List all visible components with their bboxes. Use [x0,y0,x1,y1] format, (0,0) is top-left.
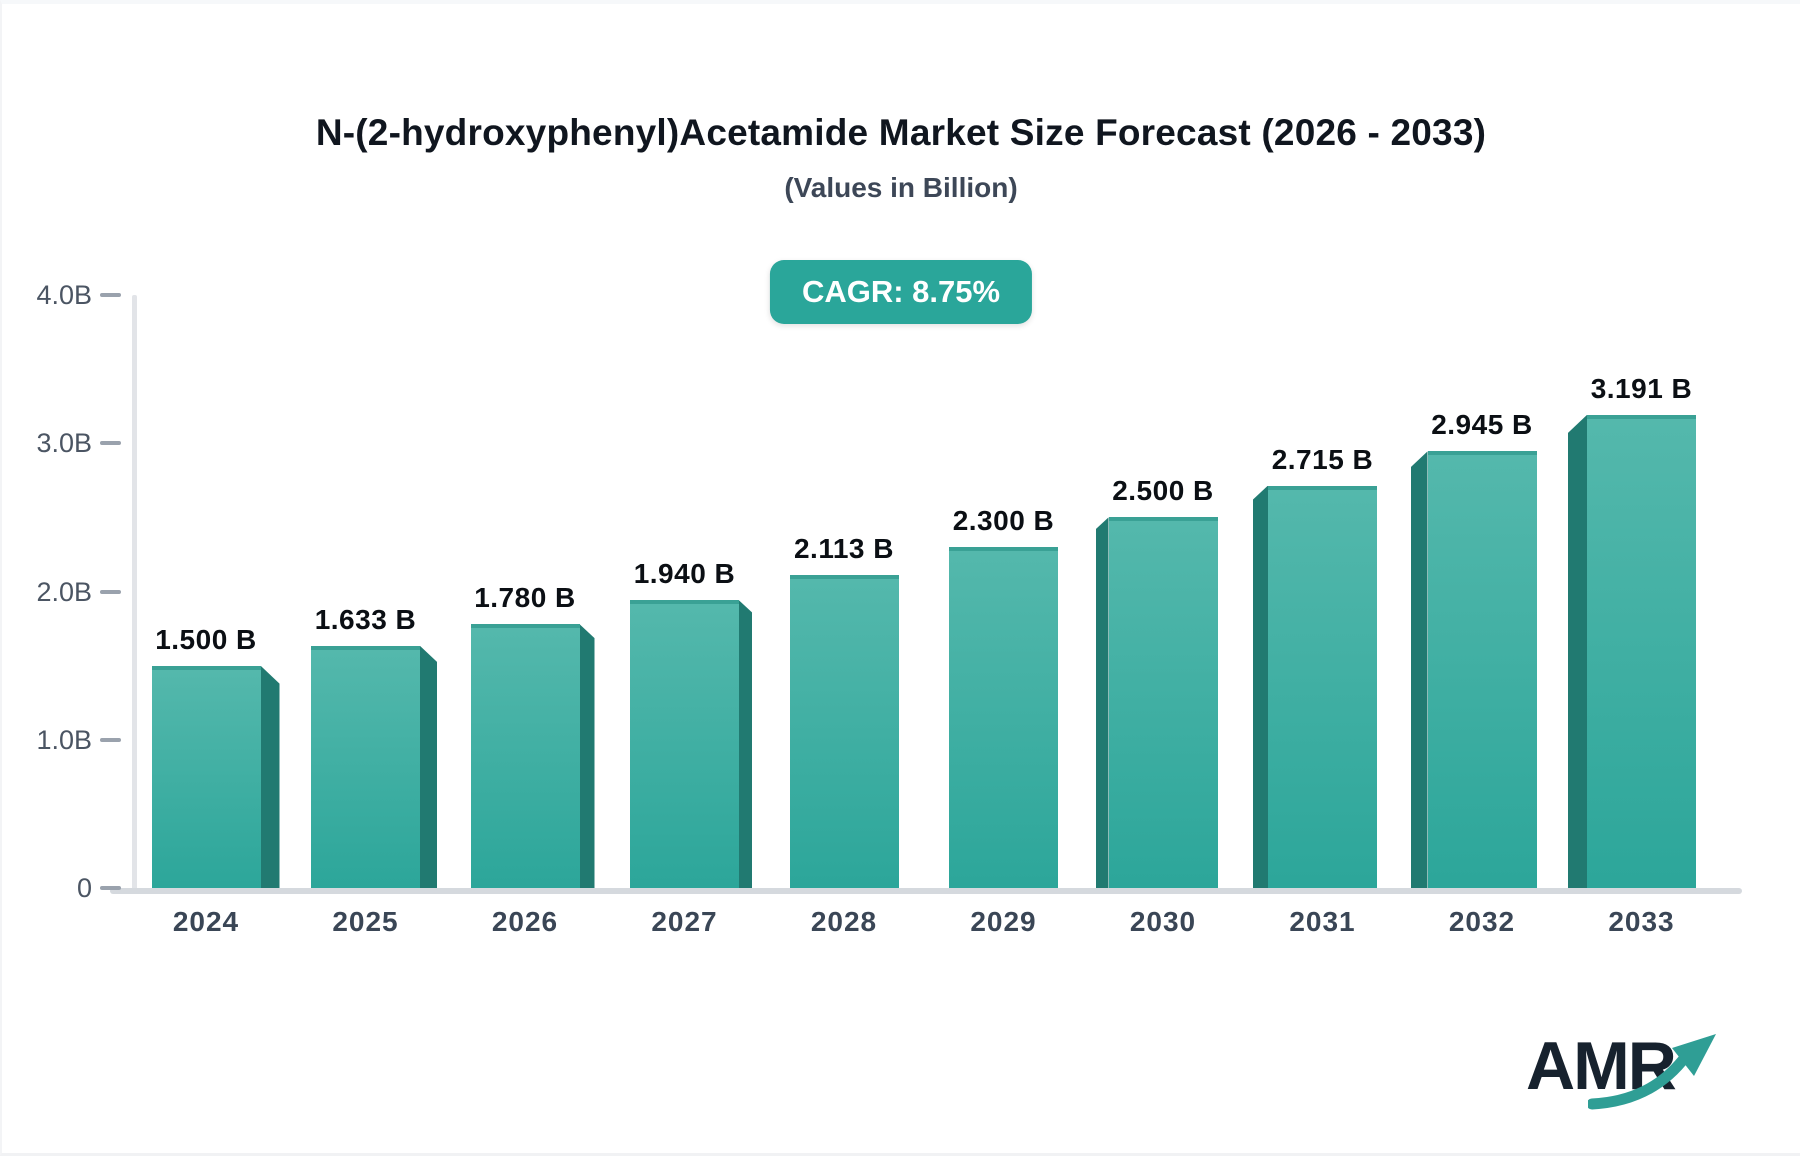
x-tick-label: 2032 [1448,906,1516,937]
bar-value-label: 2.300 B [952,505,1055,537]
bar-value-label: 1.780 B [474,582,576,614]
y-tick-dash [100,441,121,446]
y-tick-dash [100,886,121,890]
bar-value-label: 2.500 B [1112,475,1214,507]
y-axis-line [132,295,137,894]
bar-front-face [630,600,739,888]
y-tick-label: 0 [76,873,92,903]
x-tick-label: 2028 [810,906,878,937]
bar-value-label: 2.945 B [1431,409,1533,441]
bar-front-face [789,574,899,888]
bar-side-face [1568,414,1587,888]
x-tick-label: 2031 [1289,906,1356,937]
y-tick-label: 1.0B [36,724,92,755]
y-tick-dash [100,589,121,594]
x-tick-label: 2024 [172,906,240,937]
x-tick-label: 2026 [491,906,559,937]
bar-front-face [151,665,261,888]
bar-front-face [1427,451,1537,888]
chart-title: N-(2-hydroxyphenyl)Acetamide Market Size… [315,112,1487,153]
bar-side-face [1253,485,1268,888]
bar-front-face [1108,517,1218,888]
bar-value-label: 3.191 B [1590,372,1693,404]
bar-front-face [949,547,1058,888]
bar-front-face [1587,414,1696,888]
bar-side-face [420,645,437,888]
bar-value-label: 2.715 B [1271,443,1374,475]
bar-side-face [739,600,752,888]
chart-subtitle: (Values in Billion) [784,172,1018,203]
plot-area: 4.0B 3.0B 2.0B 1.0B 0 1.500 B 2024 1.633 B 2025 1… [2,4,1800,1153]
x-tick-label: 2027 [651,906,718,937]
bar-value-label: 1.940 B [633,558,736,590]
cagr-badge: CAGR: 8.75% [769,260,1033,324]
x-tick-label: 2033 [1608,906,1675,937]
bar-side-face [579,624,595,888]
amr-logo: AMR [1526,1032,1736,1124]
y-tick-label: 4.0B [36,280,92,310]
bar-side-face [1410,451,1428,888]
bar-front-face [470,624,580,888]
bar-value-label: 1.633 B [314,603,417,635]
y-tick-dash [100,737,121,742]
y-tick-label: 3.0B [36,428,92,459]
bar-front-face [1268,485,1377,888]
bar-side-face [1095,517,1109,888]
y-tick-label: 2.0B [36,576,92,607]
bar-front-face [311,645,420,888]
x-tick-label: 2025 [332,906,399,937]
x-axis-baseline [110,888,1742,894]
x-tick-label: 2030 [1129,906,1197,937]
growth-arrow-icon [1588,1034,1716,1110]
bar-value-label: 1.500 B [155,623,257,655]
y-tick-dash [100,293,121,297]
bar-value-label: 2.113 B [793,532,895,564]
x-tick-label: 2029 [970,906,1037,937]
bar-side-face [260,665,280,888]
